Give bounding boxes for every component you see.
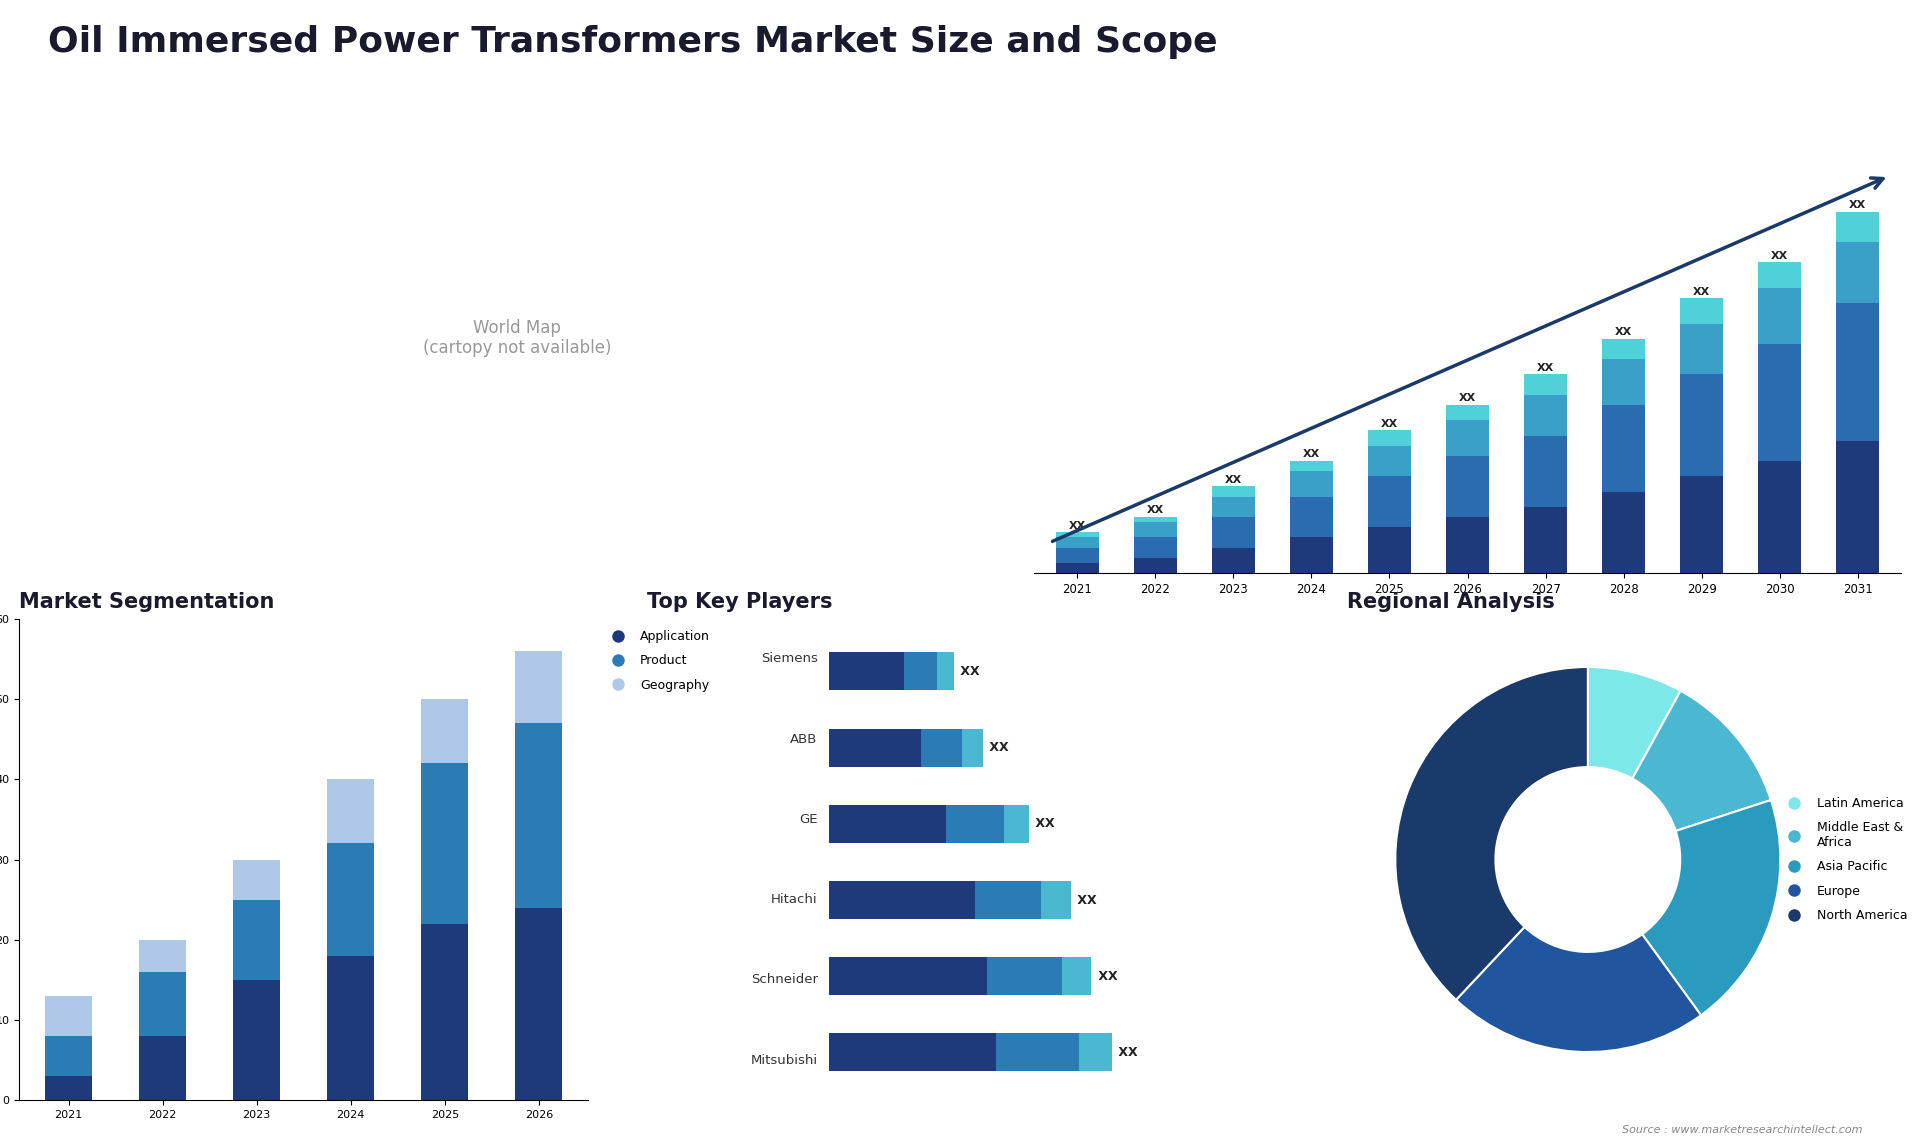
Bar	[1836, 242, 1880, 304]
Bar	[1524, 435, 1567, 507]
Wedge shape	[1588, 667, 1680, 778]
Bar	[326, 779, 374, 843]
Text: Top Key Players: Top Key Players	[647, 591, 833, 612]
Bar	[420, 924, 468, 1100]
Bar	[1135, 537, 1177, 558]
Bar	[1601, 405, 1645, 492]
Bar	[1759, 461, 1801, 573]
Bar	[232, 900, 280, 980]
Text: XX: XX	[1304, 449, 1321, 460]
Text: XX: XX	[1538, 363, 1553, 372]
Text: XX: XX	[1380, 419, 1398, 429]
Bar	[420, 699, 468, 763]
Bar	[1290, 461, 1332, 471]
Bar	[1056, 537, 1098, 548]
Text: World Map
(cartopy not available): World Map (cartopy not available)	[422, 319, 612, 358]
Text: Source : www.marketresearchintellect.com: Source : www.marketresearchintellect.com	[1622, 1124, 1862, 1135]
Bar	[1212, 496, 1256, 517]
Bar	[1056, 563, 1098, 573]
Bar	[1369, 446, 1411, 477]
Bar	[1135, 517, 1177, 523]
Bar	[1680, 375, 1724, 477]
Bar	[1601, 492, 1645, 573]
Text: Hitachi: Hitachi	[772, 893, 818, 906]
Legend: Latin America, Middle East &
Africa, Asia Pacific, Europe, North America: Latin America, Middle East & Africa, Asi…	[1778, 792, 1912, 927]
Bar	[1446, 421, 1490, 456]
Bar	[44, 1036, 92, 1076]
Bar	[1056, 532, 1098, 537]
Bar	[1290, 537, 1332, 573]
Text: ABB: ABB	[791, 732, 818, 746]
Bar	[1524, 507, 1567, 573]
Bar	[1524, 375, 1567, 395]
Text: Schneider: Schneider	[751, 973, 818, 987]
Bar	[1601, 359, 1645, 405]
Bar	[1524, 395, 1567, 435]
Bar	[1759, 262, 1801, 288]
Bar	[1290, 471, 1332, 496]
Bar	[44, 996, 92, 1036]
Text: Market Segmentation: Market Segmentation	[19, 591, 275, 612]
Bar	[326, 843, 374, 956]
Bar	[232, 860, 280, 900]
Bar	[232, 980, 280, 1100]
Wedge shape	[1455, 927, 1701, 1052]
Text: Mitsubishi: Mitsubishi	[751, 1053, 818, 1067]
Text: XX: XX	[1069, 520, 1087, 531]
Bar	[1369, 431, 1411, 446]
Bar	[138, 940, 186, 972]
Bar	[1446, 517, 1490, 573]
Legend: Application, Product, Geography: Application, Product, Geography	[601, 625, 714, 697]
Bar	[420, 763, 468, 924]
Bar	[1212, 486, 1256, 496]
Bar	[138, 1036, 186, 1100]
Wedge shape	[1642, 800, 1780, 1015]
Bar	[1680, 477, 1724, 573]
Bar	[515, 908, 563, 1100]
Bar	[1290, 496, 1332, 537]
Bar	[1446, 405, 1490, 421]
Bar	[44, 1076, 92, 1100]
Bar	[1836, 212, 1880, 242]
Bar	[1836, 304, 1880, 441]
Text: XX: XX	[1693, 286, 1711, 297]
Text: XX: XX	[1849, 201, 1866, 210]
Bar	[1212, 548, 1256, 573]
Wedge shape	[1632, 691, 1770, 831]
Bar	[1836, 441, 1880, 573]
Bar	[326, 956, 374, 1100]
Text: GE: GE	[799, 813, 818, 826]
Bar	[1212, 517, 1256, 548]
Bar	[1446, 456, 1490, 517]
Bar	[1759, 344, 1801, 461]
Text: Siemens: Siemens	[760, 652, 818, 666]
Bar	[1369, 527, 1411, 573]
Bar	[1680, 323, 1724, 375]
Bar	[515, 651, 563, 723]
Text: XX: XX	[1225, 474, 1242, 485]
Text: XX: XX	[1615, 328, 1632, 337]
Bar	[1056, 548, 1098, 563]
Bar	[515, 723, 563, 908]
Bar	[1135, 558, 1177, 573]
Text: XX: XX	[1146, 505, 1164, 516]
Bar	[1369, 477, 1411, 527]
Bar	[138, 972, 186, 1036]
Bar	[1135, 523, 1177, 537]
Text: Oil Immersed Power Transformers Market Size and Scope: Oil Immersed Power Transformers Market S…	[48, 25, 1217, 60]
Bar	[1601, 339, 1645, 359]
Bar	[1680, 298, 1724, 323]
Text: XX: XX	[1459, 393, 1476, 403]
Text: Regional Analysis: Regional Analysis	[1348, 591, 1555, 612]
Bar	[1759, 288, 1801, 344]
Wedge shape	[1396, 667, 1588, 999]
Text: XX: XX	[1770, 251, 1788, 261]
